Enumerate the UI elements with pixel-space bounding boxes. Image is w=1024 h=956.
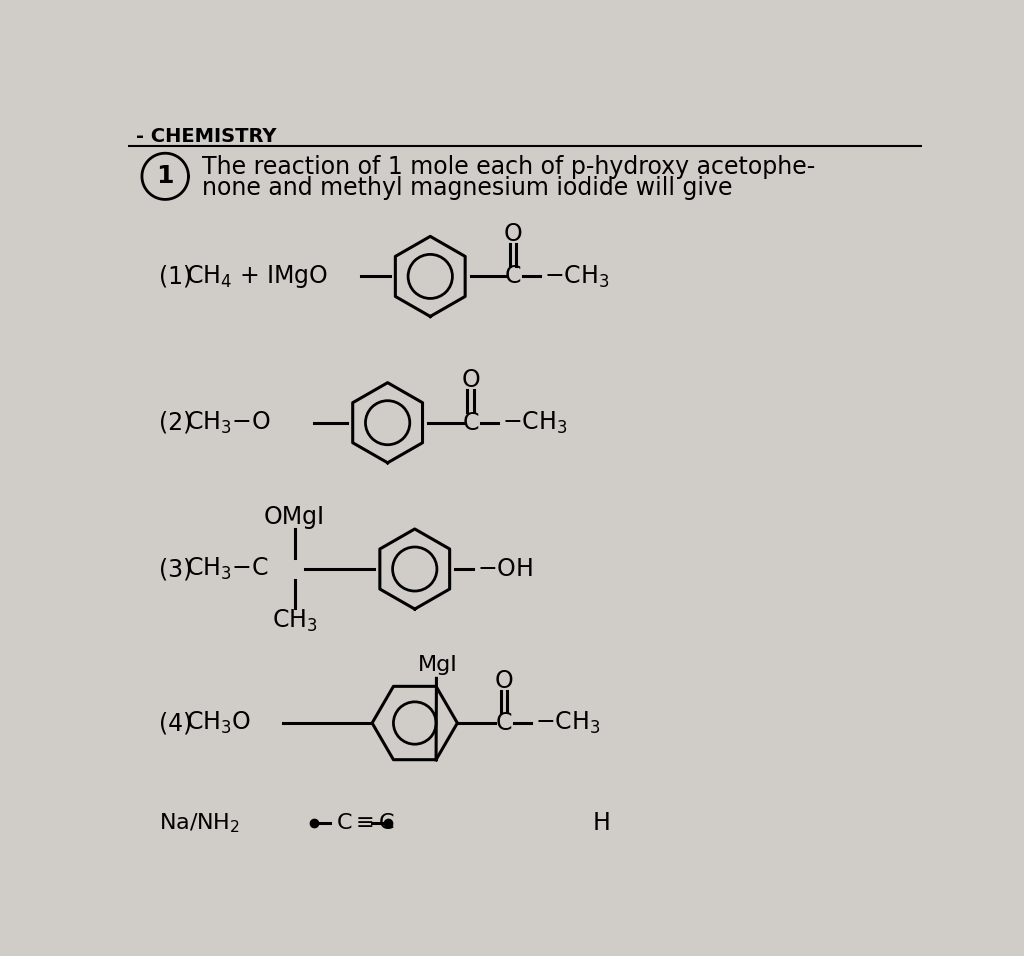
Text: $\mathregular{C\equiv C}$: $\mathregular{C\equiv C}$ — [336, 814, 395, 833]
Text: (3): (3) — [159, 557, 193, 581]
Text: $\mathregular{CH_3}$$-$C: $\mathregular{CH_3}$$-$C — [186, 556, 269, 582]
Text: O: O — [504, 222, 522, 246]
Text: (1): (1) — [159, 265, 193, 289]
Text: The reaction of 1 mole each of p-hydroxy acetophe-: The reaction of 1 mole each of p-hydroxy… — [202, 155, 815, 179]
Text: $\mathregular{CH_3}$O: $\mathregular{CH_3}$O — [186, 710, 251, 736]
Text: O: O — [495, 668, 513, 693]
Text: $\mathregular{-CH_3}$: $\mathregular{-CH_3}$ — [535, 710, 600, 736]
Text: C: C — [505, 265, 521, 289]
Text: (4): (4) — [159, 711, 193, 735]
Text: (2): (2) — [159, 411, 193, 435]
Text: C: C — [496, 711, 512, 735]
Text: $\mathregular{-CH_3}$: $\mathregular{-CH_3}$ — [502, 409, 567, 436]
Text: - CHEMISTRY: - CHEMISTRY — [136, 127, 276, 145]
Text: $-$OH: $-$OH — [477, 557, 532, 581]
Text: 1: 1 — [157, 164, 174, 188]
Text: C: C — [462, 411, 479, 435]
Text: $\mathregular{CH_3}$$-$O: $\mathregular{CH_3}$$-$O — [186, 409, 271, 436]
Text: O: O — [461, 368, 480, 392]
Text: $\mathregular{-CH_3}$: $\mathregular{-CH_3}$ — [544, 263, 609, 290]
Text: none and methyl magnesium iodide will give: none and methyl magnesium iodide will gi… — [202, 176, 732, 200]
Text: OMgI: OMgI — [264, 505, 326, 529]
Text: $\mathregular{CH_3}$: $\mathregular{CH_3}$ — [271, 608, 317, 635]
Text: Na/NH$_2$: Na/NH$_2$ — [159, 812, 240, 835]
Text: H: H — [593, 811, 611, 836]
Text: MgI: MgI — [418, 655, 458, 675]
Text: $\mathregular{CH_4}$ + IMgO: $\mathregular{CH_4}$ + IMgO — [186, 263, 329, 290]
